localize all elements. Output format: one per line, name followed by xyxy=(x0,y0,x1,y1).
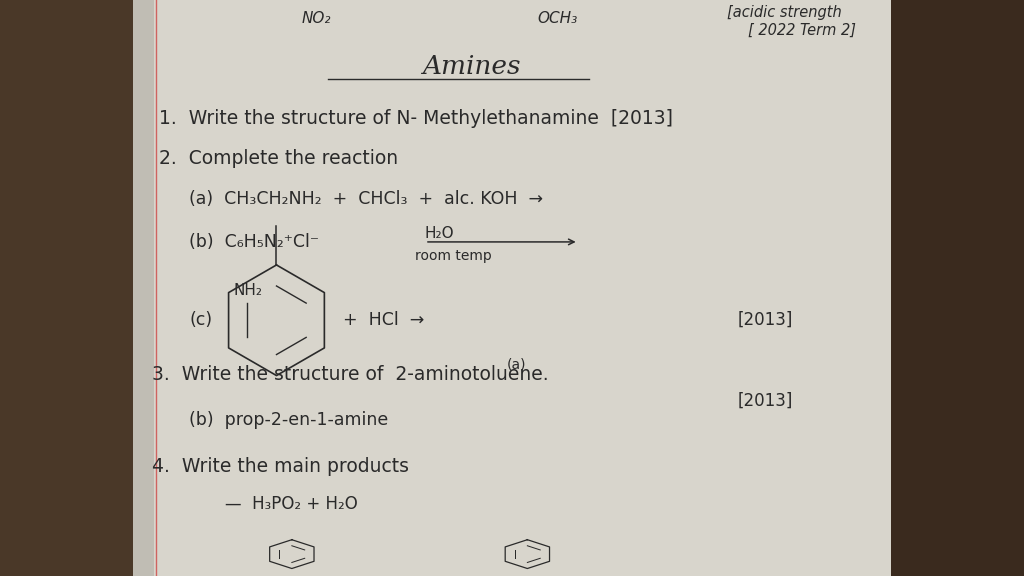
Text: [ 2022 Term 2]: [ 2022 Term 2] xyxy=(748,22,855,37)
Text: (a)  CH₃CH₂NH₂  +  CHCl₃  +  alc. KOH  →: (a) CH₃CH₂NH₂ + CHCl₃ + alc. KOH → xyxy=(189,190,544,208)
Text: H₂O: H₂O xyxy=(425,226,455,241)
FancyBboxPatch shape xyxy=(891,0,1024,576)
Text: room temp: room temp xyxy=(415,249,492,263)
Text: (b)  prop-2-en-1-amine: (b) prop-2-en-1-amine xyxy=(189,411,389,430)
FancyBboxPatch shape xyxy=(0,0,143,576)
Text: —  H₃PO₂ + H₂O: — H₃PO₂ + H₂O xyxy=(225,495,358,513)
Text: Amines: Amines xyxy=(422,54,520,79)
Text: 3.  Write the structure of  2-aminotoluene.: 3. Write the structure of 2-aminotoluene… xyxy=(152,365,548,384)
Text: (b)  C₆H₅N₂⁺Cl⁻: (b) C₆H₅N₂⁺Cl⁻ xyxy=(189,233,319,251)
Text: [acidic strength: [acidic strength xyxy=(727,5,842,20)
Text: [2013]: [2013] xyxy=(737,391,793,410)
Text: (c): (c) xyxy=(189,310,213,329)
Text: +  HCl  →: + HCl → xyxy=(343,310,424,329)
FancyBboxPatch shape xyxy=(133,0,891,576)
Text: (a): (a) xyxy=(507,357,526,371)
Text: [2013]: [2013] xyxy=(737,310,793,329)
Text: 2.  Complete the reaction: 2. Complete the reaction xyxy=(159,149,398,168)
Text: NO₂: NO₂ xyxy=(302,11,332,26)
Text: NH₂: NH₂ xyxy=(233,283,262,298)
Text: OCH₃: OCH₃ xyxy=(538,11,578,26)
Text: 1.  Write the structure of N- Methylethanamine  [2013]: 1. Write the structure of N- Methylethan… xyxy=(159,109,673,127)
Text: 4.  Write the main products: 4. Write the main products xyxy=(152,457,409,476)
FancyBboxPatch shape xyxy=(133,0,154,576)
